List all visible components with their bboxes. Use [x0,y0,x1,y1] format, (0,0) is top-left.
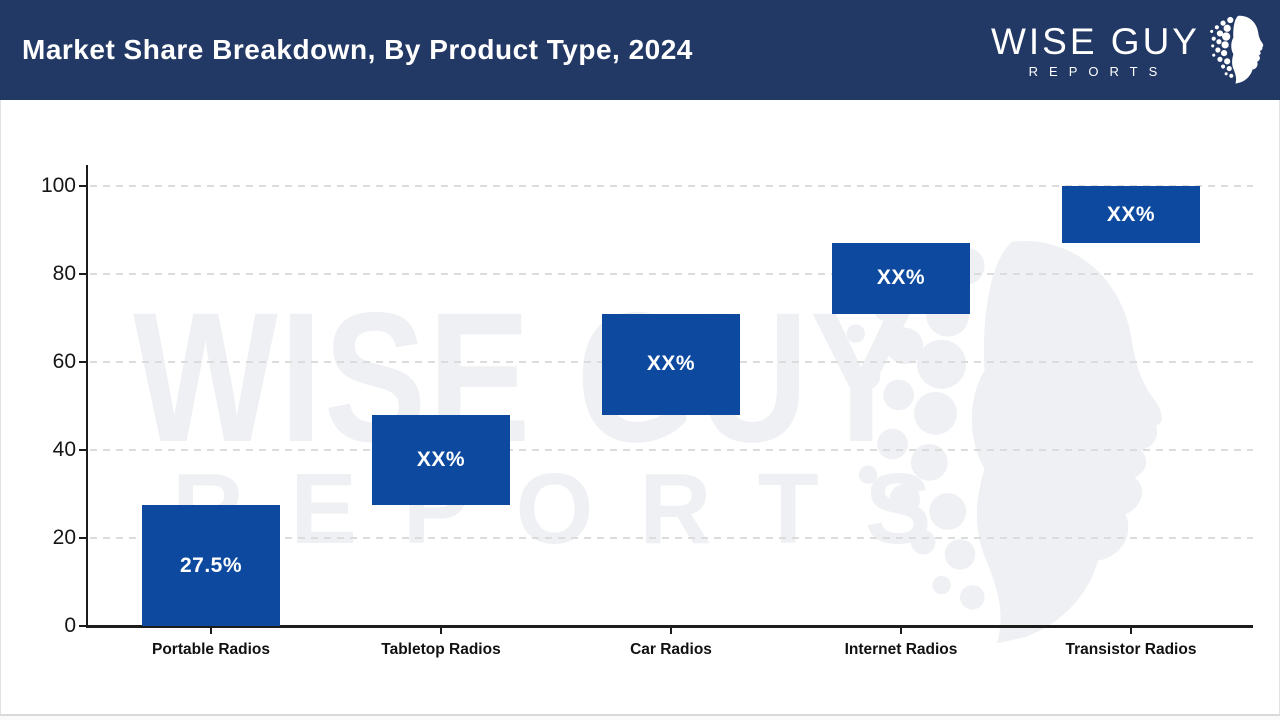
y-tick-label: 0 [64,614,76,637]
gridline [90,273,1253,275]
chart-title: Market Share Breakdown, By Product Type,… [22,34,693,65]
logo-wordmark: WISE GUY [990,20,1200,62]
x-tick [440,627,442,634]
bar-segment: XX% [832,243,970,314]
category-label: Tabletop Radios [381,641,501,658]
wiseguy-logo: WISE GUY REPORTS [991,6,1268,94]
bar-value-label: 27.5% [179,553,243,577]
bar-value-label: XX% [876,266,926,290]
bar-segment: XX% [602,313,740,415]
y-tick-label: 100 [40,174,76,197]
y-tick [79,273,86,275]
bar-segment: XX% [1062,186,1200,244]
y-axis [86,165,88,628]
header-bar: Market Share Breakdown, By Product Type,… [0,0,1280,100]
x-axis [86,625,1253,628]
gridline [90,449,1253,451]
gridline [90,185,1253,187]
watermark-subtitle: REPORTS [172,453,978,565]
category-label: Car Radios [630,641,712,658]
wiseguy-face-icon [1210,15,1264,84]
bottom-border [0,714,1280,720]
bar-value-label: XX% [416,447,466,471]
category-label: Portable Radios [152,641,270,658]
bar-value-label: XX% [1106,202,1156,226]
logo-text-block: WISE GUY REPORTS [991,23,1200,78]
y-tick-label: 60 [52,350,76,373]
y-tick [79,449,86,451]
x-tick [1130,627,1132,634]
y-tick [79,625,86,627]
x-tick [900,627,902,634]
watermark-wordmark: WISE GUY [133,275,915,481]
x-tick [210,627,212,634]
bar-value-label: XX% [646,352,696,376]
gridline [90,537,1253,539]
bar-segment: 27.5% [142,505,280,626]
x-tick [670,627,672,634]
bar-segment: XX% [372,414,510,505]
y-tick-label: 80 [52,262,76,285]
chart-area: WISE GUY REPORTS 0 20 40 60 80 100 27.5% Portab… [0,100,1280,716]
logo-subtitle: REPORTS [1028,63,1169,79]
category-label: Internet Radios [844,641,958,658]
y-tick-label: 20 [52,526,76,549]
y-tick-label: 40 [52,438,76,461]
y-tick [79,185,86,187]
y-tick [79,537,86,539]
category-label: Transistor Radios [1065,641,1197,658]
y-tick [79,361,86,363]
